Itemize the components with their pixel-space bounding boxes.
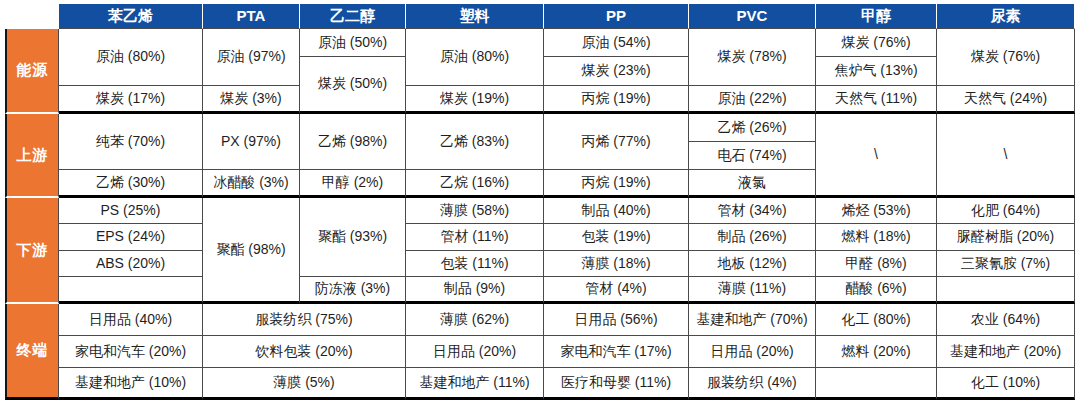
table-cell: 煤炭 (78%) xyxy=(689,29,816,86)
table-cell: 甲醛 (8%) xyxy=(816,251,937,277)
table-cell: 原油 (97%) xyxy=(203,29,300,86)
table-cell: 甲醇 (2%) xyxy=(300,170,406,198)
table-cell: 烯烃 (53%) xyxy=(816,198,937,224)
column-header: 甲醇 xyxy=(816,4,937,29)
table-cell: 煤炭 (23%) xyxy=(544,57,689,86)
table-cell: 包装 (19%) xyxy=(544,224,689,251)
table-cell: 乙烷 (16%) xyxy=(406,170,544,198)
table-cell: 薄膜 (58%) xyxy=(406,198,544,224)
table-cell: 原油 (50%) xyxy=(300,29,406,57)
table-cell: 地板 (12%) xyxy=(689,251,816,277)
table-cell: 原油 (80%) xyxy=(59,29,203,86)
table-cell: 煤炭 (17%) xyxy=(59,86,203,114)
table-cell: EPS (24%) xyxy=(59,224,203,251)
table-cell: 日用品 (40%) xyxy=(59,304,203,336)
table-cell: 丙烷 (19%) xyxy=(544,86,689,114)
table-cell: 乙烯 (98%) xyxy=(300,114,406,170)
table-cell: 原油 (54%) xyxy=(544,29,689,57)
table-cell: 化工 (80%) xyxy=(816,304,937,336)
table-cell: 燃料 (20%) xyxy=(816,336,937,368)
table-cell: 制品 (40%) xyxy=(544,198,689,224)
table-cell: 基建和地产 (10%) xyxy=(59,368,203,400)
table-cell: 乙烯 (30%) xyxy=(59,170,203,198)
table-cell: 煤炭 (3%) xyxy=(203,86,300,114)
table-cell: 防冻液 (3%) xyxy=(300,277,406,304)
table-cell: 乙烯 (26%) xyxy=(689,114,816,142)
table-cell: 液氯 xyxy=(689,170,816,198)
table-cell: 制品 (9%) xyxy=(406,277,544,304)
table-cell: 基建和地产 (11%) xyxy=(406,368,544,400)
table-cell: 薄膜 (62%) xyxy=(406,304,544,336)
column-header: 尿素 xyxy=(937,4,1075,29)
table-cell: 医疗和母婴 (11%) xyxy=(544,368,689,400)
table-cell: 三聚氰胺 (7%) xyxy=(937,251,1075,277)
table-cell: 制品 (26%) xyxy=(689,224,816,251)
table-cell: 煤炭 (50%) xyxy=(300,57,406,114)
column-header: 塑料 xyxy=(406,4,544,29)
industry-chain-table: 苯乙烯PTA乙二醇塑料PPPVC甲醇尿素能源原油 (80%)煤炭 (17%)原油… xyxy=(5,4,1075,400)
table-cell: 煤炭 (76%) xyxy=(816,29,937,57)
table-cell: 服装纺织 (75%) xyxy=(203,304,406,336)
table-cell: 日用品 (56%) xyxy=(544,304,689,336)
table-cell xyxy=(59,277,203,304)
table-cell: 原油 (80%) xyxy=(406,29,544,86)
table-cell: 家电和汽车 (20%) xyxy=(59,336,203,368)
table-cell: 聚酯 (98%) xyxy=(203,198,300,304)
table-cell xyxy=(937,277,1075,304)
table-cell: 管材 (4%) xyxy=(544,277,689,304)
table-cell: PS (25%) xyxy=(59,198,203,224)
table-cell: 农业 (64%) xyxy=(937,304,1075,336)
table-cell: 化肥 (64%) xyxy=(937,198,1075,224)
table-cell: 家电和汽车 (17%) xyxy=(544,336,689,368)
row-group-label: 下游 xyxy=(5,198,59,304)
corner-cell xyxy=(5,4,59,29)
table-cell: 天然气 (11%) xyxy=(816,86,937,114)
table-cell: 焦炉气 (13%) xyxy=(816,57,937,86)
table-cell: 醋酸 (6%) xyxy=(816,277,937,304)
row-group-label: 上游 xyxy=(5,114,59,198)
table-cell: 化工 (10%) xyxy=(937,368,1075,400)
table-cell: 管材 (34%) xyxy=(689,198,816,224)
column-header: 乙二醇 xyxy=(300,4,406,29)
table-cell: 乙烯 (83%) xyxy=(406,114,544,170)
table-cell: 薄膜 (5%) xyxy=(203,368,406,400)
table-cell: \ xyxy=(816,114,937,198)
table-cell: 原油 (22%) xyxy=(689,86,816,114)
table-cell: 包装 (11%) xyxy=(406,251,544,277)
table-cell: PX (97%) xyxy=(203,114,300,170)
table-cell: 天然气 (24%) xyxy=(937,86,1075,114)
table-cell: 冰醋酸 (3%) xyxy=(203,170,300,198)
table-cell: 煤炭 (19%) xyxy=(406,86,544,114)
table-cell: 日用品 (20%) xyxy=(406,336,544,368)
table-cell: 脲醛树脂 (20%) xyxy=(937,224,1075,251)
table-cell: 燃料 (18%) xyxy=(816,224,937,251)
table-cell: 薄膜 (11%) xyxy=(689,277,816,304)
table-cell: 丙烯 (77%) xyxy=(544,114,689,170)
table-cell: 聚酯 (93%) xyxy=(300,198,406,277)
table-cell: 薄膜 (18%) xyxy=(544,251,689,277)
table-cell: 电石 (74%) xyxy=(689,142,816,170)
table-cell: ABS (20%) xyxy=(59,251,203,277)
table-cell: 纯苯 (70%) xyxy=(59,114,203,170)
table-cell: 饮料包装 (20%) xyxy=(203,336,406,368)
table-cell: \ xyxy=(937,114,1075,198)
column-header: PP xyxy=(544,4,689,29)
table-cell: 丙烷 (19%) xyxy=(544,170,689,198)
table-cell: 基建和地产 (70%) xyxy=(689,304,816,336)
table-cell xyxy=(816,368,937,400)
column-header: 苯乙烯 xyxy=(59,4,203,29)
table-cell: 服装纺织 (4%) xyxy=(689,368,816,400)
column-header: PVC xyxy=(689,4,816,29)
column-header: PTA xyxy=(203,4,300,29)
row-group-label: 终端 xyxy=(5,304,59,400)
row-group-label: 能源 xyxy=(5,29,59,114)
table-cell: 管材 (11%) xyxy=(406,224,544,251)
table-cell: 日用品 (20%) xyxy=(689,336,816,368)
table-cell: 基建和地产 (20%) xyxy=(937,336,1075,368)
table-cell: 煤炭 (76%) xyxy=(937,29,1075,86)
